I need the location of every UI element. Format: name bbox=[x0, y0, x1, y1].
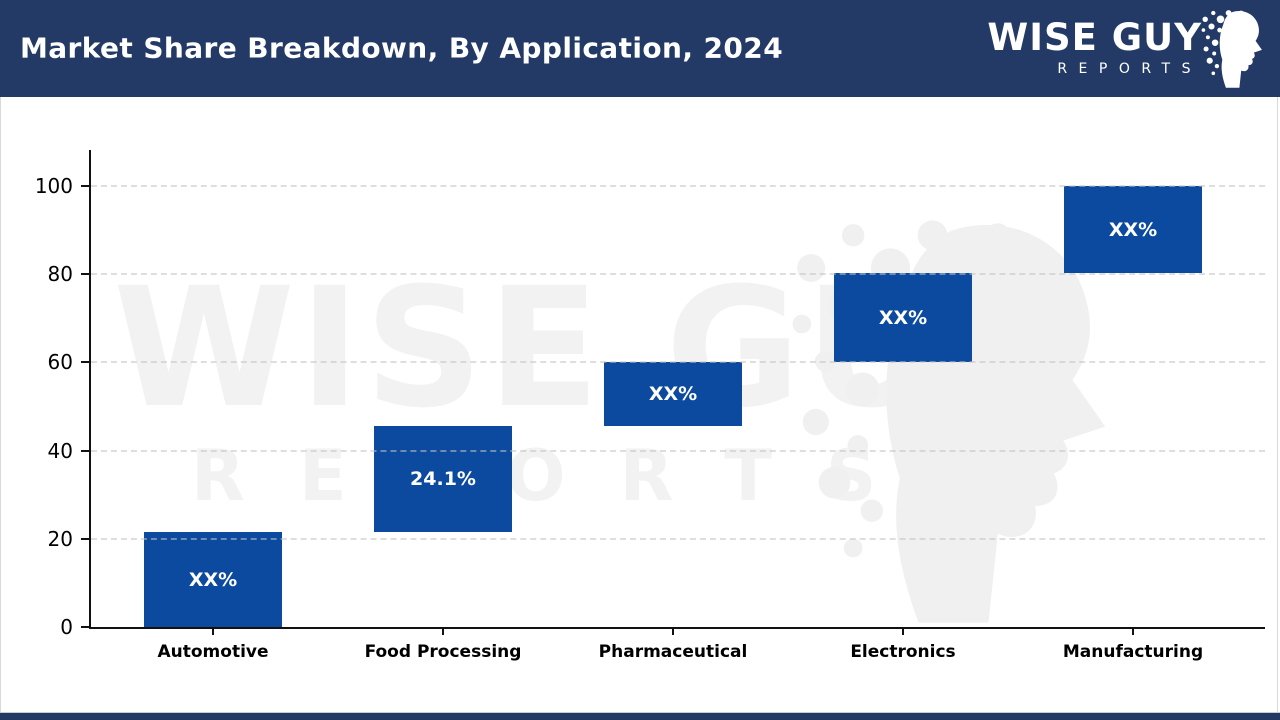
x-axis-tick bbox=[212, 627, 214, 635]
watermark-subtitle: REPORTS bbox=[191, 435, 931, 517]
dotted-head-icon bbox=[1201, 10, 1262, 88]
gridline-60 bbox=[91, 361, 1265, 364]
y-tick-label: 40 bbox=[47, 438, 73, 463]
bar-value-label: 24.1% bbox=[410, 468, 476, 491]
plot-area: XX% 24.1% XX% XX% XX% 0 20 40 60 80 100 Automotive F… bbox=[35, 150, 1265, 662]
logo-wordmark: WISE GUY bbox=[987, 16, 1202, 59]
y-axis-tick bbox=[81, 537, 89, 540]
bar-manufacturing bbox=[1064, 186, 1202, 274]
gridline-80 bbox=[91, 273, 1265, 276]
x-axis-tick bbox=[902, 627, 904, 635]
gridline-20 bbox=[91, 537, 1265, 540]
x-axis-tick bbox=[1132, 627, 1134, 635]
bar-value-label: XX% bbox=[878, 306, 928, 329]
y-axis-tick bbox=[81, 361, 89, 364]
wise-guy-reports-logo: WISE GUY REPORTS bbox=[987, 6, 1270, 92]
page-title: Market Share Breakdown, By Application, … bbox=[20, 31, 784, 65]
x-category-label: Electronics bbox=[850, 642, 956, 662]
x-category-label: Food Processing bbox=[364, 642, 522, 662]
logo-text: WISE GUY REPORTS bbox=[987, 18, 1202, 78]
y-axis-tick bbox=[81, 626, 89, 628]
x-axis-tick bbox=[442, 627, 444, 635]
y-axis-tick bbox=[81, 273, 89, 276]
x-category-label: Manufacturing bbox=[1062, 642, 1204, 662]
gridline-100 bbox=[91, 185, 1265, 187]
bar-food-processing bbox=[374, 425, 512, 533]
y-tick-label: 80 bbox=[47, 262, 73, 287]
y-tick-label: 20 bbox=[47, 526, 73, 551]
x-axis-tick bbox=[672, 627, 674, 635]
chart-canvas: WISE GUY REPORTS XX% 24.1% XX% XX% XX% 0 20 40 6… bbox=[0, 97, 1278, 713]
bar-value-label: XX% bbox=[1108, 218, 1158, 241]
y-tick-label: 60 bbox=[47, 350, 73, 375]
logo-subtitle: REPORTS bbox=[1057, 61, 1202, 77]
bar-pharmaceutical bbox=[604, 361, 742, 426]
bar-value-label: XX% bbox=[648, 382, 698, 405]
bar-electronics bbox=[834, 273, 972, 362]
y-axis-tick bbox=[81, 449, 89, 452]
y-axis-tick bbox=[81, 185, 89, 187]
header-banner: Market Share Breakdown, By Application, … bbox=[0, 0, 1280, 97]
y-tick-label: 0 bbox=[60, 615, 73, 639]
gridline-40 bbox=[91, 449, 1265, 452]
x-category-label: Automotive bbox=[157, 642, 269, 662]
y-tick-label: 100 bbox=[34, 174, 73, 198]
bar-automotive bbox=[144, 532, 282, 627]
footer-strip bbox=[0, 712, 1280, 720]
bar-value-label: XX% bbox=[188, 568, 238, 591]
x-category-label: Pharmaceutical bbox=[598, 642, 748, 662]
